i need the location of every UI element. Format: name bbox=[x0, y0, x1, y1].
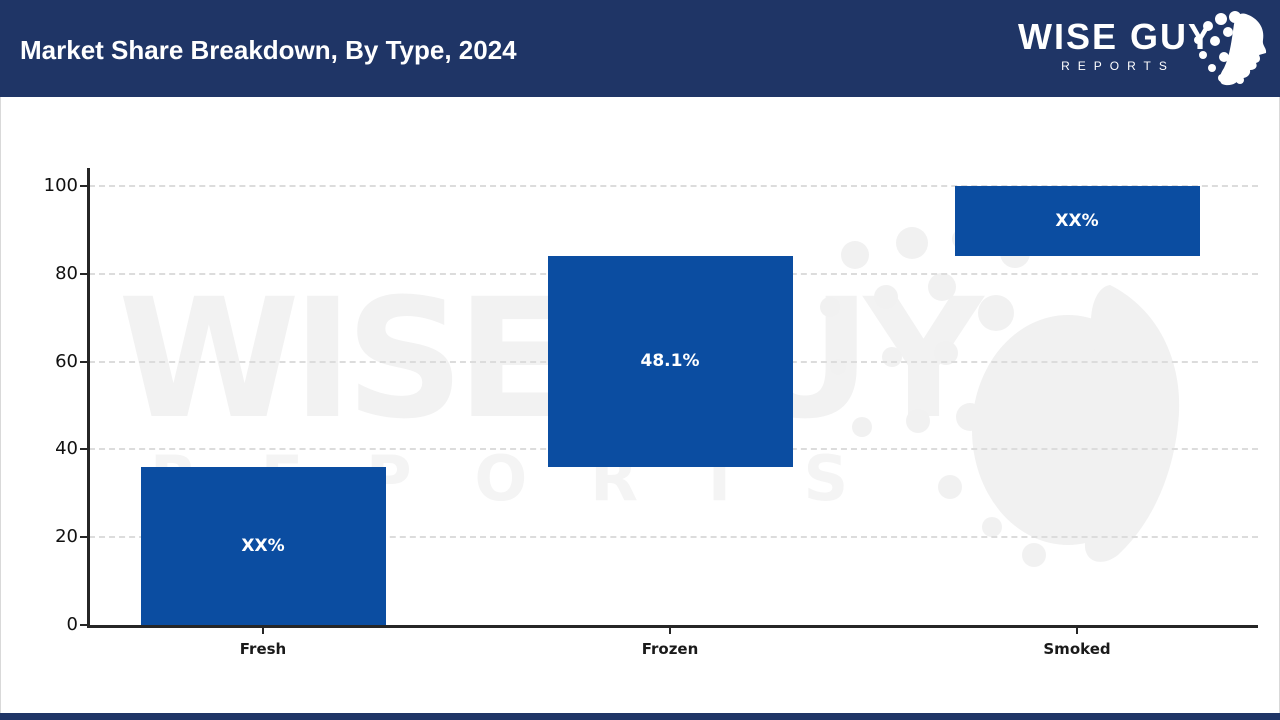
y-tick-label-40: 40 bbox=[55, 438, 78, 460]
y-axis-line bbox=[87, 168, 90, 628]
header-bar: Market Share Breakdown, By Type, 2024 WI… bbox=[0, 0, 1280, 97]
watermark-head-graphic bbox=[820, 227, 1180, 567]
y-tick-label-0: 0 bbox=[66, 614, 78, 635]
bar-smoked bbox=[954, 186, 1200, 256]
x-tick-mark-fresh bbox=[262, 625, 264, 634]
brand-head-icon bbox=[1194, 11, 1267, 86]
x-category-label-smoked: Smoked bbox=[1043, 640, 1111, 658]
bar-fresh bbox=[140, 466, 386, 625]
brand-name: WISE GUY bbox=[1017, 16, 1214, 57]
y-tick-mark-100 bbox=[80, 185, 89, 187]
x-axis-line bbox=[87, 625, 1258, 628]
x-category-label-frozen: Frozen bbox=[641, 640, 699, 658]
y-tick-label-60: 60 bbox=[55, 350, 78, 372]
bar-label-frozen: 48.1% bbox=[640, 351, 700, 372]
x-tick-mark-frozen bbox=[669, 625, 671, 634]
y-tick-label-20: 20 bbox=[55, 526, 78, 548]
bar-label-smoked: XX% bbox=[1055, 210, 1099, 231]
y-tick-mark-40 bbox=[80, 448, 89, 451]
y-tick-mark-60 bbox=[80, 360, 89, 363]
x-tick-mark-smoked bbox=[1076, 625, 1078, 634]
brand-logo: WISE GUY REPORTS bbox=[1006, 8, 1267, 90]
y-tick-mark-80 bbox=[80, 272, 89, 275]
brand-subtitle: REPORTS bbox=[1061, 59, 1175, 73]
gridline-100 bbox=[89, 185, 1258, 187]
page-title: Market Share Breakdown, By Type, 2024 bbox=[20, 35, 517, 65]
brand-logo-text: WISE GUY REPORTS bbox=[1018, 18, 1214, 74]
y-tick-label-80: 80 bbox=[55, 262, 78, 284]
y-tick-mark-0 bbox=[80, 624, 89, 626]
x-category-label-fresh: Fresh bbox=[239, 640, 287, 658]
y-tick-label-100: 100 bbox=[43, 175, 78, 196]
footer-bar bbox=[0, 713, 1280, 720]
y-tick-mark-20 bbox=[80, 536, 89, 539]
bar-frozen bbox=[547, 255, 793, 467]
gridline-20 bbox=[89, 536, 1258, 539]
bar-label-fresh: XX% bbox=[241, 535, 285, 556]
